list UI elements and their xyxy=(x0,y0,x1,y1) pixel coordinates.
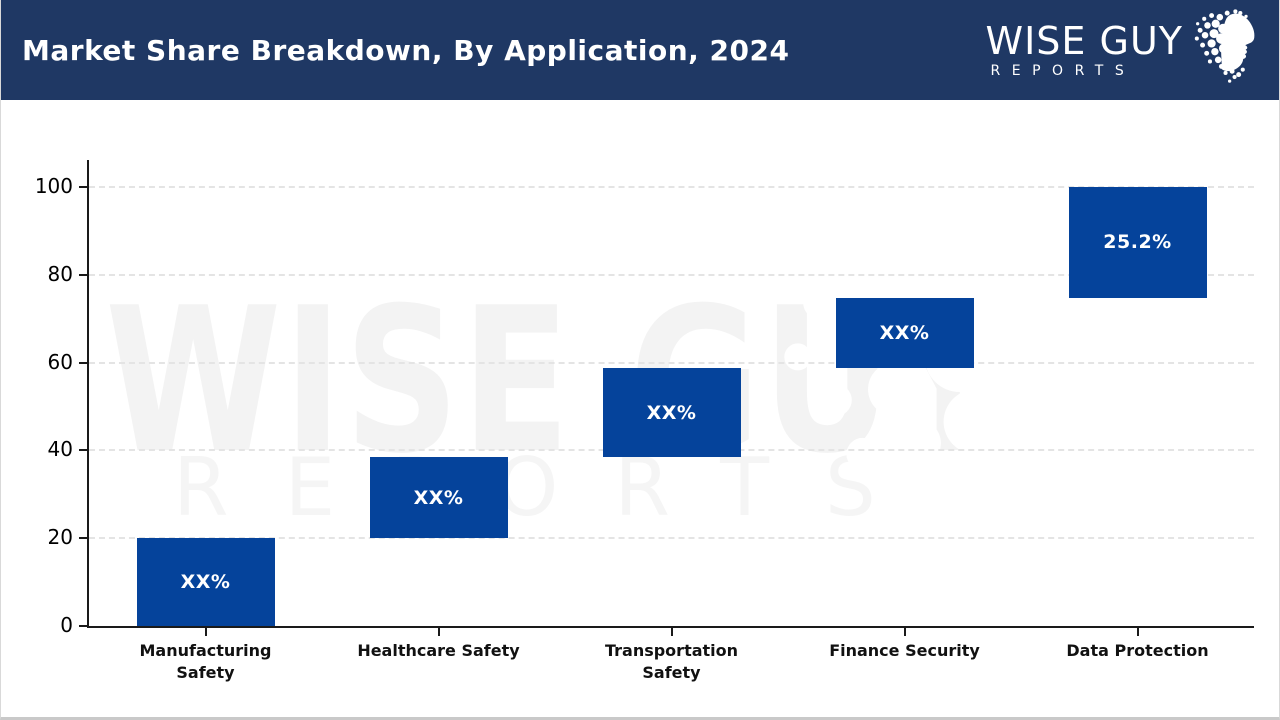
bar-value-label: XX% xyxy=(413,486,464,509)
logo-text: WISE GUY REPORTS xyxy=(986,22,1183,79)
x-axis-label: Data Protection xyxy=(1023,640,1253,662)
x-axis-label: Manufacturing Safety xyxy=(91,640,321,683)
x-axis-label: Finance Security xyxy=(790,640,1020,662)
y-tick-label: 20 xyxy=(47,525,73,550)
x-axis-label: Healthcare Safety xyxy=(324,640,554,662)
plot-area: 0 20 40 60 80 100 XX% Manufacturing Safety XX% Hea… xyxy=(1,100,1279,717)
gridline xyxy=(89,361,1254,364)
x-axis-label-line: Safety xyxy=(642,662,701,682)
dotted-head-profile-icon xyxy=(1194,9,1255,83)
bar-segment: XX% xyxy=(369,457,508,539)
x-tick-mark xyxy=(437,628,440,636)
bar-segment: XX% xyxy=(602,368,741,458)
gridline xyxy=(89,537,1254,540)
x-axis-label-line: Safety xyxy=(176,662,235,682)
gridline xyxy=(89,186,1254,188)
header-bar: Market Share Breakdown, By Application, … xyxy=(1,0,1279,100)
x-tick-mark xyxy=(204,628,207,636)
y-tick-mark xyxy=(79,186,88,188)
x-axis-label: Transportation Safety xyxy=(557,640,787,683)
y-tick-mark xyxy=(79,449,88,452)
y-tick-label: 40 xyxy=(47,437,73,462)
y-tick-mark xyxy=(79,361,88,364)
x-tick-mark xyxy=(903,628,906,636)
bar-segment: XX% xyxy=(835,297,974,369)
y-tick-label: 100 xyxy=(34,174,73,198)
wise-guy-logo: WISE GUY REPORTS xyxy=(986,6,1269,94)
x-tick-mark xyxy=(1136,628,1139,636)
x-tick-mark xyxy=(670,628,673,636)
x-axis-label-line: Finance Security xyxy=(829,641,980,660)
x-axis-label-line: Healthcare Safety xyxy=(357,641,520,660)
bar-value-label: XX% xyxy=(879,321,930,344)
x-axis-label-line: Data Protection xyxy=(1066,641,1209,660)
gridline xyxy=(89,273,1254,276)
watermark-subtext: REPORTS xyxy=(173,441,932,534)
bar-value-label: XX% xyxy=(180,571,231,594)
bar-value-label: XX% xyxy=(646,401,697,424)
y-tick-label: 0 xyxy=(60,613,73,637)
x-axis-label-line: Transportation xyxy=(604,641,739,660)
page-title: Market Share Breakdown, By Application, … xyxy=(22,33,790,67)
logo-wordmark: WISE GUY xyxy=(985,18,1183,63)
bar-segment: 25.2% xyxy=(1068,187,1207,298)
y-tick-label: 80 xyxy=(47,261,73,286)
y-tick-mark xyxy=(79,625,88,627)
y-tick-label: 60 xyxy=(47,349,73,374)
bar-segment: XX% xyxy=(136,538,275,626)
y-tick-mark xyxy=(79,273,88,276)
x-axis xyxy=(87,626,1254,628)
y-tick-mark xyxy=(79,537,88,540)
logo-subtext: REPORTS xyxy=(990,62,1136,79)
y-axis xyxy=(87,160,89,628)
x-axis-label-line: Manufacturing xyxy=(139,641,272,660)
bar-value-label: 25.2% xyxy=(1103,231,1172,254)
